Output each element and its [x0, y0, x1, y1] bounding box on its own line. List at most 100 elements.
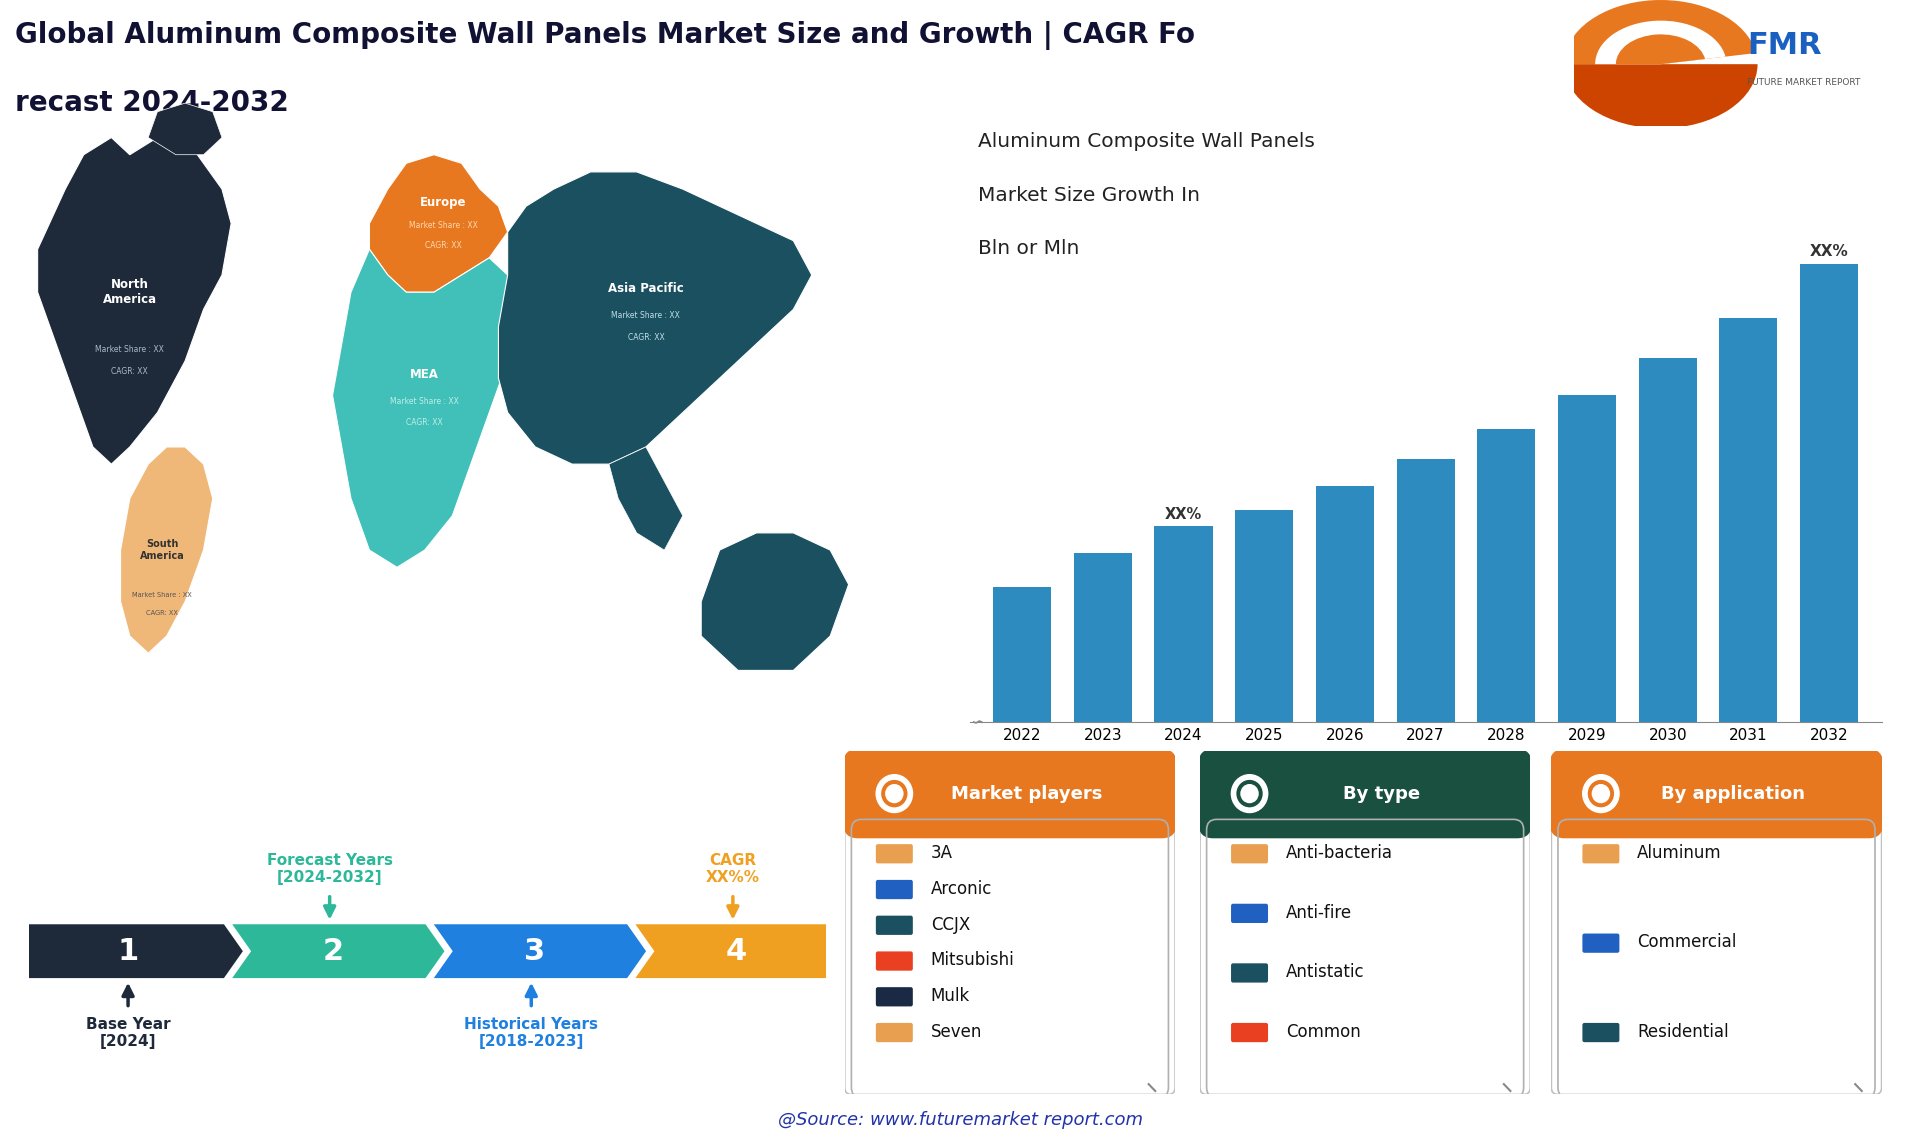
Text: Forecast Years
[2024-2032]: Forecast Years [2024-2032]: [267, 853, 394, 885]
FancyBboxPatch shape: [876, 845, 912, 863]
Text: Seven: Seven: [931, 1023, 981, 1041]
Text: By application: By application: [1661, 785, 1805, 802]
FancyBboxPatch shape: [1200, 764, 1530, 1094]
Text: Arconic: Arconic: [931, 880, 993, 897]
Polygon shape: [27, 923, 246, 980]
Text: 3: 3: [524, 936, 545, 966]
Bar: [1476, 429, 1536, 722]
Text: 3A: 3A: [931, 845, 952, 862]
Polygon shape: [121, 447, 213, 653]
Polygon shape: [148, 103, 223, 155]
Text: CAGR: XX: CAGR: XX: [424, 241, 461, 250]
Text: recast 2024-2032: recast 2024-2032: [15, 89, 288, 117]
Bar: [1315, 486, 1375, 722]
Bar: [1154, 526, 1213, 722]
Bar: [1557, 395, 1617, 722]
FancyBboxPatch shape: [876, 1023, 912, 1042]
Text: Market Size Growth In: Market Size Growth In: [977, 186, 1200, 205]
Polygon shape: [430, 923, 649, 980]
Circle shape: [881, 779, 908, 808]
Text: Anti-fire: Anti-fire: [1286, 904, 1352, 921]
Text: CCJX: CCJX: [931, 916, 970, 934]
Circle shape: [1588, 779, 1615, 808]
Polygon shape: [609, 447, 684, 550]
Circle shape: [885, 784, 904, 803]
FancyBboxPatch shape: [1582, 934, 1619, 952]
Text: FUTURE MARKET REPORT: FUTURE MARKET REPORT: [1747, 78, 1860, 87]
Wedge shape: [1617, 34, 1705, 64]
Text: Market Share : XX: Market Share : XX: [132, 592, 192, 598]
Bar: [1720, 317, 1778, 722]
Text: Historical Years
[2018-2023]: Historical Years [2018-2023]: [465, 1018, 599, 1050]
Text: @Source: www.futuremarket report.com: @Source: www.futuremarket report.com: [778, 1112, 1142, 1129]
Text: CAGR: XX: CAGR: XX: [628, 332, 664, 342]
Circle shape: [1582, 775, 1619, 813]
Text: XX%: XX%: [1811, 244, 1849, 259]
Text: CAGR: XX: CAGR: XX: [111, 367, 148, 376]
Polygon shape: [332, 249, 516, 567]
Text: Market Share : XX: Market Share : XX: [611, 311, 680, 320]
Text: Market Share : XX: Market Share : XX: [390, 397, 459, 406]
Text: Base Year
[2024]: Base Year [2024]: [86, 1018, 171, 1050]
Text: Mulk: Mulk: [931, 987, 970, 1005]
Text: Antistatic: Antistatic: [1286, 964, 1365, 981]
FancyBboxPatch shape: [1551, 764, 1882, 1094]
Text: CAGR
XX%%: CAGR XX%%: [707, 853, 760, 885]
Text: 4: 4: [726, 936, 747, 966]
Text: XX%: XX%: [1165, 507, 1202, 521]
Polygon shape: [499, 172, 812, 464]
Text: Europe: Europe: [420, 196, 467, 210]
Polygon shape: [369, 155, 507, 292]
Text: Anti-bacteria: Anti-bacteria: [1286, 845, 1392, 862]
FancyBboxPatch shape: [876, 951, 912, 971]
Circle shape: [1231, 775, 1267, 813]
Wedge shape: [1565, 0, 1757, 64]
FancyBboxPatch shape: [876, 916, 912, 935]
FancyBboxPatch shape: [876, 987, 912, 1006]
Text: MEA: MEA: [411, 368, 440, 382]
Polygon shape: [632, 923, 851, 980]
FancyBboxPatch shape: [1582, 845, 1619, 863]
Text: FMR: FMR: [1747, 31, 1822, 61]
FancyBboxPatch shape: [1549, 749, 1884, 839]
Text: Commercial: Commercial: [1638, 934, 1736, 951]
FancyBboxPatch shape: [1231, 904, 1267, 923]
Circle shape: [1236, 779, 1263, 808]
Text: North
America: North America: [104, 278, 157, 306]
Wedge shape: [1565, 64, 1757, 128]
Bar: [1638, 358, 1697, 722]
Polygon shape: [701, 533, 849, 670]
FancyBboxPatch shape: [1582, 1023, 1619, 1042]
Bar: [1801, 264, 1859, 722]
Text: Market Share : XX: Market Share : XX: [96, 345, 165, 354]
Text: Market Share : XX: Market Share : XX: [409, 221, 478, 229]
Circle shape: [1240, 784, 1260, 803]
FancyBboxPatch shape: [1231, 1023, 1267, 1042]
Bar: [1235, 510, 1294, 722]
Text: Aluminum: Aluminum: [1638, 845, 1722, 862]
Polygon shape: [38, 138, 230, 464]
Text: Global Aluminum Composite Wall Panels Market Size and Growth | CAGR Fo: Global Aluminum Composite Wall Panels Ma…: [15, 21, 1194, 49]
Text: Residential: Residential: [1638, 1023, 1728, 1041]
Text: Bln or Mln: Bln or Mln: [977, 240, 1079, 258]
Text: Common: Common: [1286, 1023, 1361, 1041]
FancyBboxPatch shape: [876, 880, 912, 900]
FancyBboxPatch shape: [1231, 964, 1267, 982]
FancyBboxPatch shape: [843, 749, 1177, 839]
FancyBboxPatch shape: [1231, 845, 1267, 863]
Text: South
America: South America: [140, 540, 184, 560]
Circle shape: [876, 775, 912, 813]
Text: Aluminum Composite Wall Panels: Aluminum Composite Wall Panels: [977, 132, 1315, 151]
Circle shape: [1592, 784, 1611, 803]
Text: CAGR: XX: CAGR: XX: [407, 418, 444, 427]
Text: CAGR: XX: CAGR: XX: [146, 610, 179, 615]
Text: Market players: Market players: [950, 785, 1102, 802]
Text: Asia Pacific: Asia Pacific: [609, 282, 684, 296]
Text: Mitsubishi: Mitsubishi: [931, 951, 1014, 970]
Text: By type: By type: [1344, 785, 1421, 802]
Text: 2: 2: [323, 936, 344, 966]
Bar: [1073, 554, 1131, 722]
FancyBboxPatch shape: [845, 764, 1175, 1094]
Text: 1: 1: [117, 936, 138, 966]
Bar: [1396, 460, 1455, 722]
